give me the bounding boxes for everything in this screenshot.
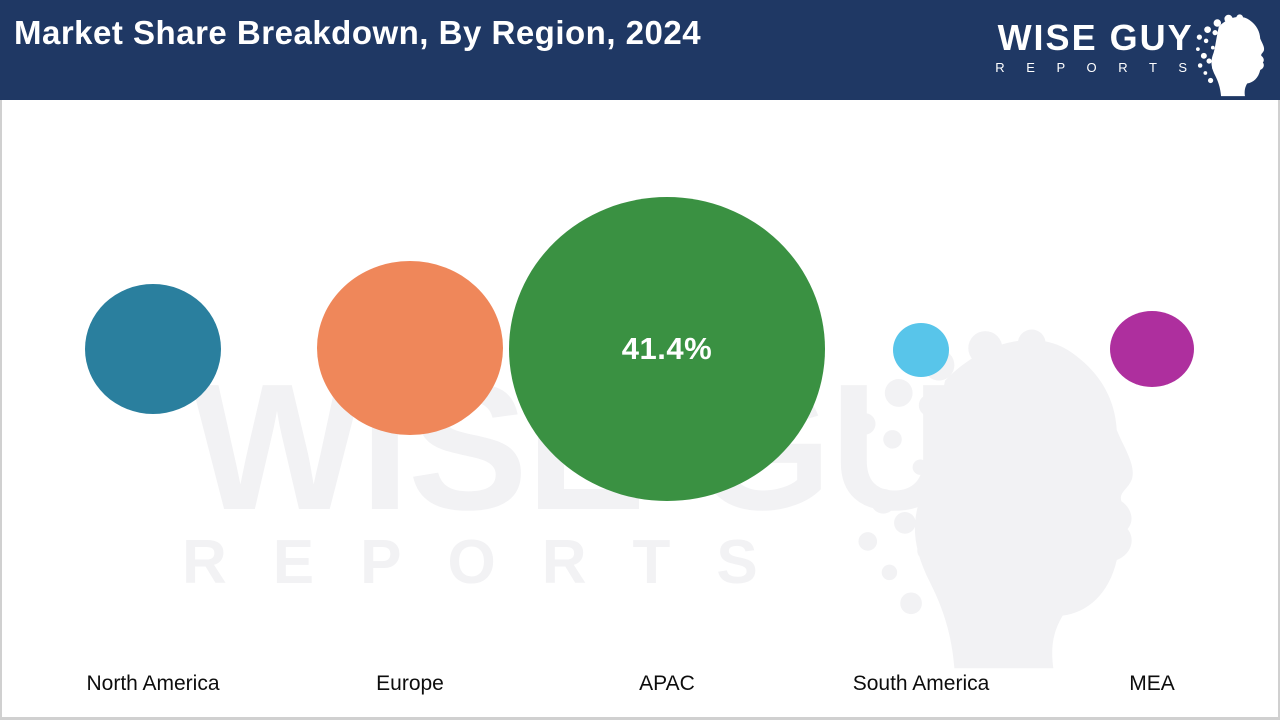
page-title: Market Share Breakdown, By Region, 2024 — [14, 14, 702, 51]
bubble-mea — [1110, 311, 1194, 387]
category-label-europe: Europe — [376, 672, 444, 695]
category-label-apac: APAC — [639, 672, 695, 695]
bubble-value-label-apac: 41.4% — [621, 331, 713, 366]
brand-logo: WISE GUY R E P O R T S — [995, 14, 1270, 100]
bubble-south-america — [893, 323, 949, 377]
brand-logo-text: WISE GUY R E P O R T S — [995, 17, 1196, 75]
watermark-brand-subtitle: REPORTS — [182, 528, 804, 597]
bubble-europe — [317, 261, 503, 435]
brand-name: WISE GUY — [997, 17, 1194, 58]
header-bar: Market Share Breakdown, By Region, 2024 … — [0, 0, 1280, 100]
brand-head-icon — [1196, 14, 1265, 97]
bubble-north-america — [85, 284, 221, 414]
category-label-south-america: South America — [852, 672, 990, 695]
category-label-north-america: North America — [86, 672, 220, 695]
brand-subtitle: R E P O R T S — [995, 60, 1196, 75]
category-label-mea: MEA — [1129, 672, 1175, 695]
bubble-apac: 41.4% — [509, 197, 825, 501]
watermark-head-icon — [850, 329, 1133, 669]
